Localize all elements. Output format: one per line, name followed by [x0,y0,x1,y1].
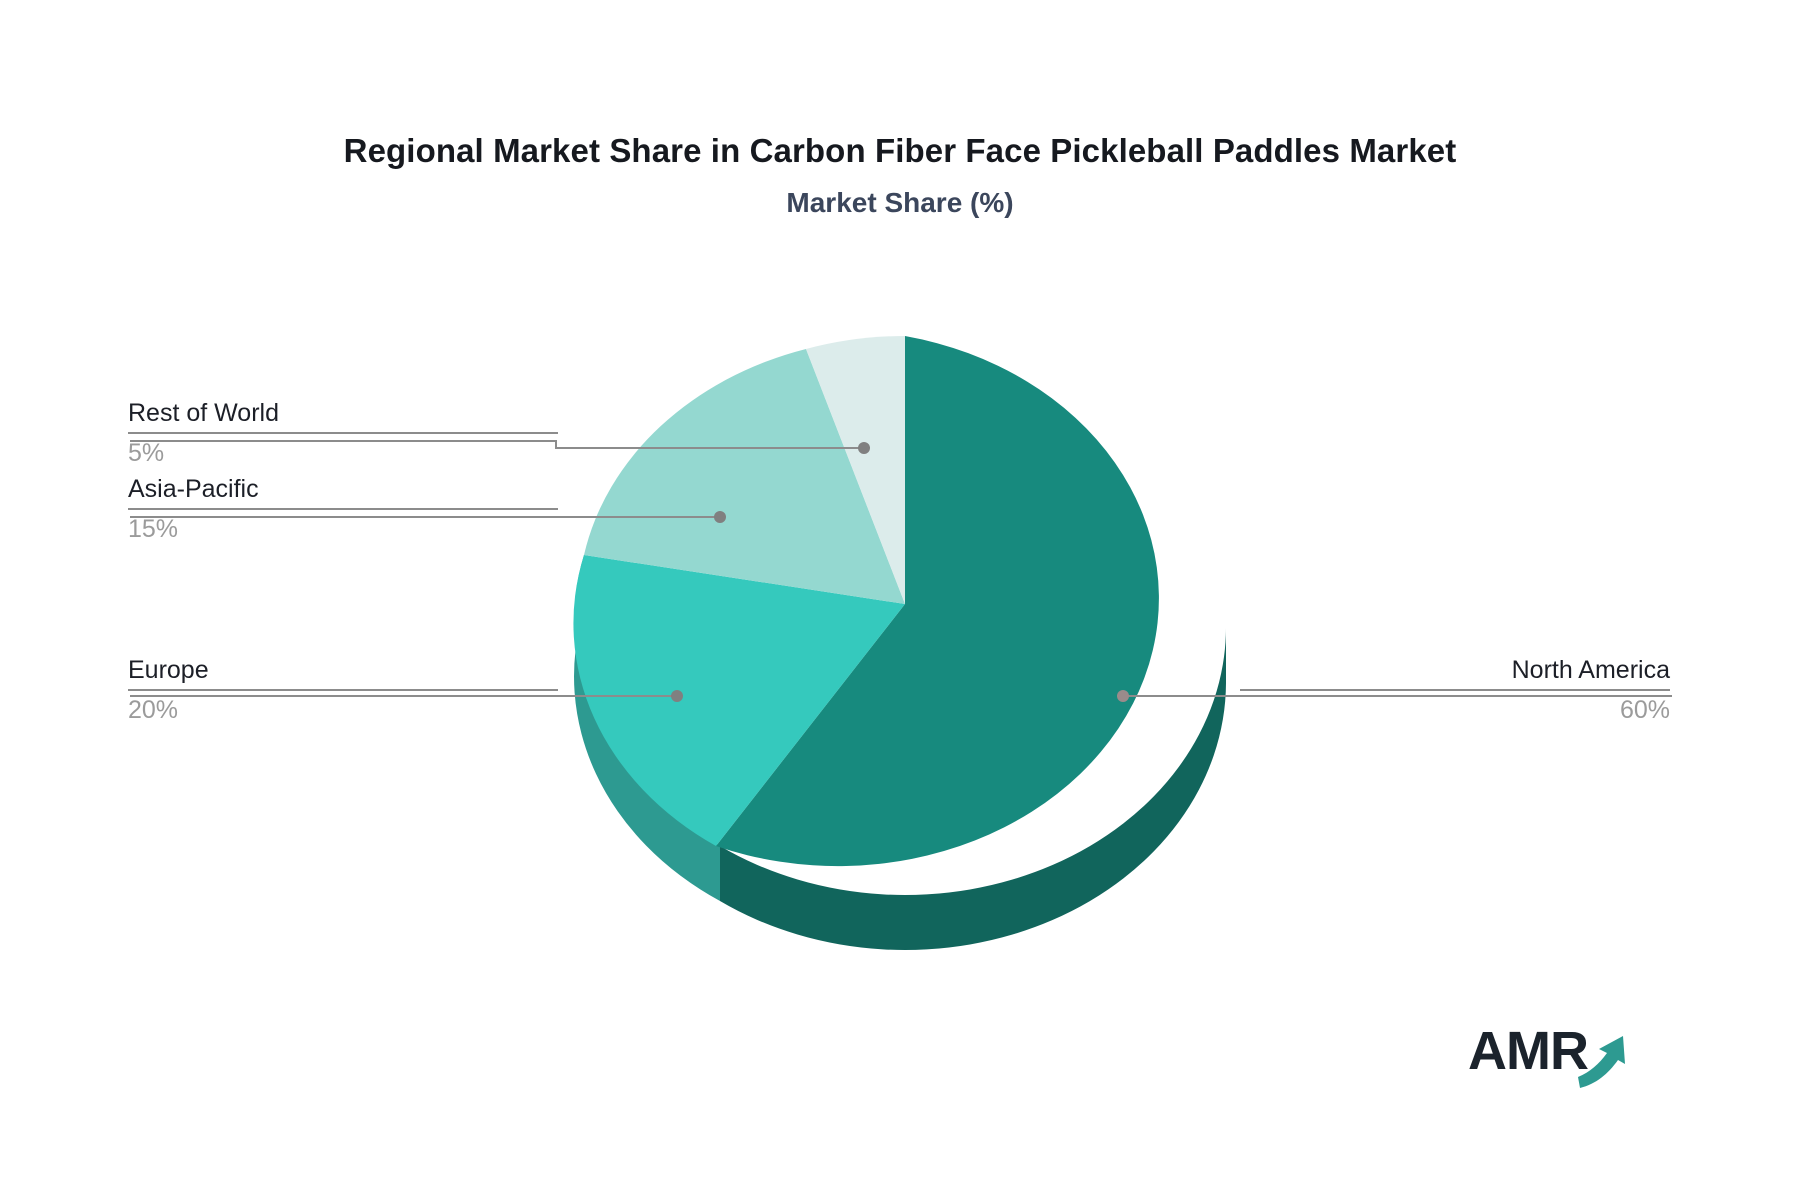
callout-rule-asia-pacific [128,508,558,511]
leader-line-rest-of-world [130,440,862,449]
pie-side-north-america [720,628,1226,950]
leader-dot-asia-pacific [714,511,726,523]
leader-dot-north-america [1117,690,1129,702]
growth-arrow-icon [1578,1036,1625,1088]
amr-logo-text: AMR [1468,1021,1589,1081]
callout-rule-rest-of-world [128,432,558,435]
pie-slice-north-america [716,336,1159,867]
callout-rule-north-america [1240,689,1670,692]
callout-label-asia-pacific: Asia-Pacific [128,475,259,503]
pie-slice-rest-of-world [806,335,905,604]
callout-north-america[interactable]: North America 60% [1240,655,1670,727]
callout-rest-of-world[interactable]: Rest of World 5% [128,398,558,470]
pie-slice-europe [573,555,905,846]
pie-slice-asia-pacific [584,349,905,604]
callout-label-rest-of-world: Rest of World [128,399,279,427]
amr-logo: AMR [1468,1022,1643,1092]
pie-side-europe [574,555,720,901]
leader-dot-rest-of-world [858,442,870,454]
callout-value-asia-pacific: 15% [128,515,179,544]
callout-label-europe: Europe [128,656,209,684]
callout-value-rest-of-world: 5% [128,439,165,468]
callout-label-north-america: North America [1511,656,1670,684]
chart-subtitle: Market Share (%) [786,187,1014,218]
callout-europe[interactable]: Europe 20% [128,655,558,727]
callout-value-north-america: 60% [1619,696,1670,725]
callout-rule-europe [128,689,558,692]
page-title: Regional Market Share in Carbon Fiber Fa… [343,132,1457,169]
callout-asia-pacific[interactable]: Asia-Pacific 15% [128,474,558,546]
callout-value-europe: 20% [128,696,179,725]
leader-dot-europe [671,690,683,702]
